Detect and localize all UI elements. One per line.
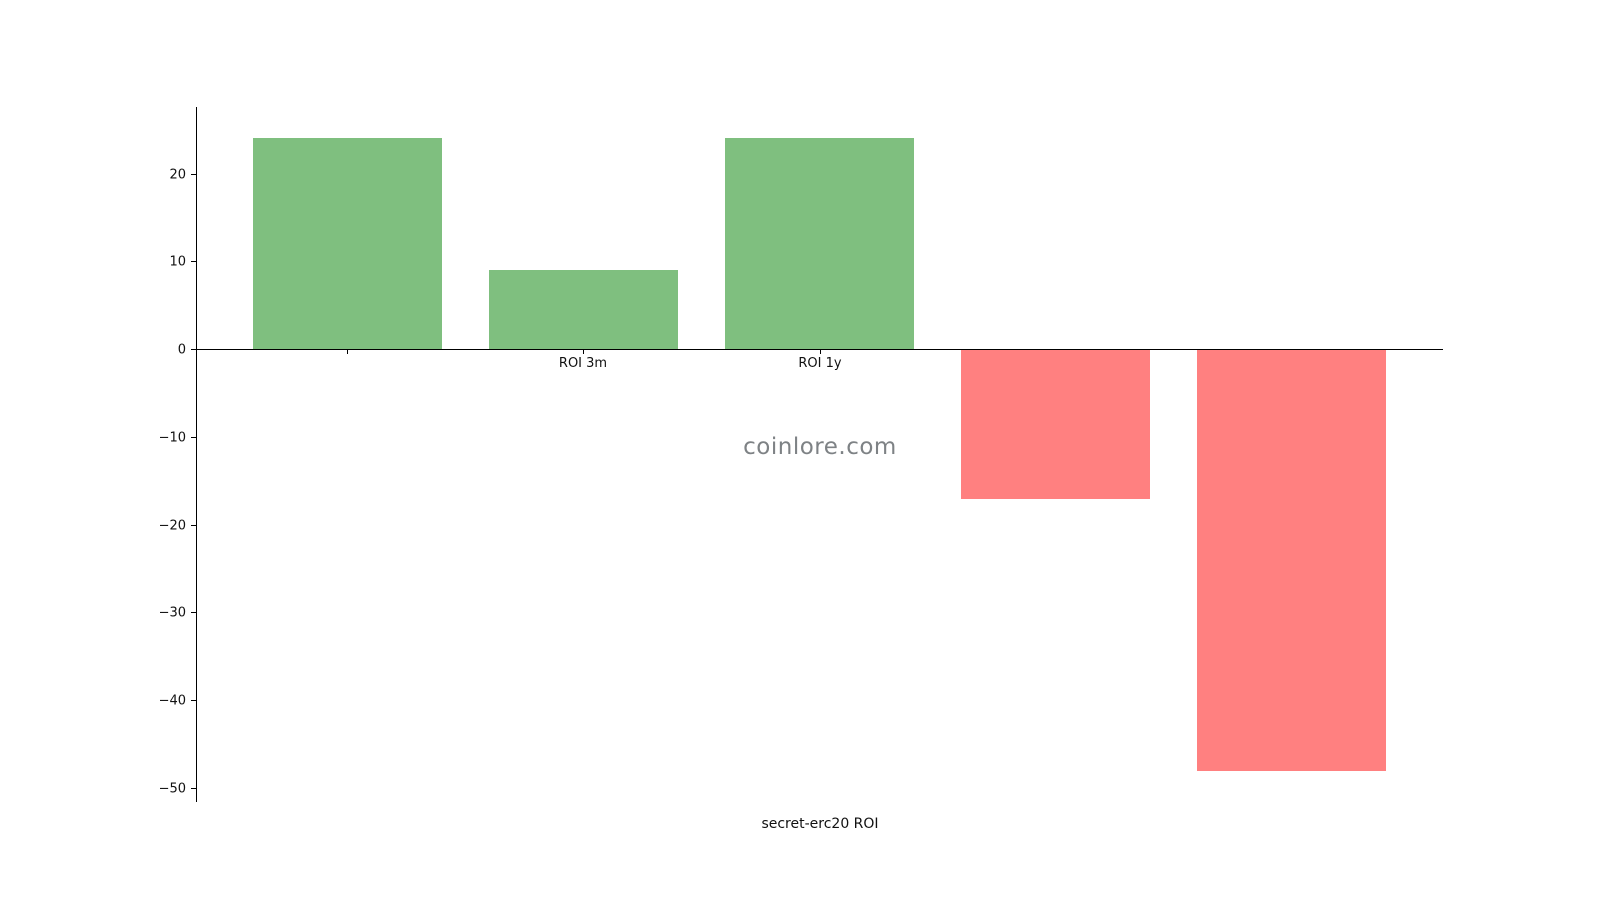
- y-tick: [191, 349, 196, 350]
- x-tick-label: ROI 1y: [798, 356, 842, 371]
- y-tick: [191, 437, 196, 438]
- y-tick-label: 10: [169, 254, 186, 270]
- y-tick: [191, 788, 196, 789]
- watermark-text: coinlore.com: [743, 434, 897, 460]
- y-tick-label: 0: [177, 342, 186, 358]
- y-tick: [191, 261, 196, 262]
- y-tick-label: −30: [158, 605, 186, 621]
- bar-series-3: [961, 350, 1150, 499]
- bar-series-4: [1197, 350, 1386, 771]
- y-tick: [191, 525, 196, 526]
- bar-series-0: [253, 138, 442, 349]
- y-tick-label: 20: [169, 167, 186, 183]
- x-axis-title: secret-erc20 ROI: [761, 816, 879, 832]
- x-tick: [347, 347, 348, 354]
- bar-roi-1y: [725, 138, 914, 349]
- y-tick-label: −40: [158, 693, 186, 709]
- y-tick: [191, 612, 196, 613]
- x-tick: [820, 347, 821, 354]
- y-tick-label: −20: [158, 518, 186, 534]
- y-tick-label: −10: [158, 430, 186, 446]
- x-tick: [583, 347, 584, 354]
- y-axis-spine: [196, 107, 197, 802]
- y-tick-label: −50: [158, 781, 186, 797]
- y-tick: [191, 700, 196, 701]
- x-tick-label: ROI 3m: [558, 356, 608, 371]
- x-axis-zero-line: [196, 349, 1443, 350]
- bar-roi-3m: [489, 270, 678, 349]
- y-tick: [191, 174, 196, 175]
